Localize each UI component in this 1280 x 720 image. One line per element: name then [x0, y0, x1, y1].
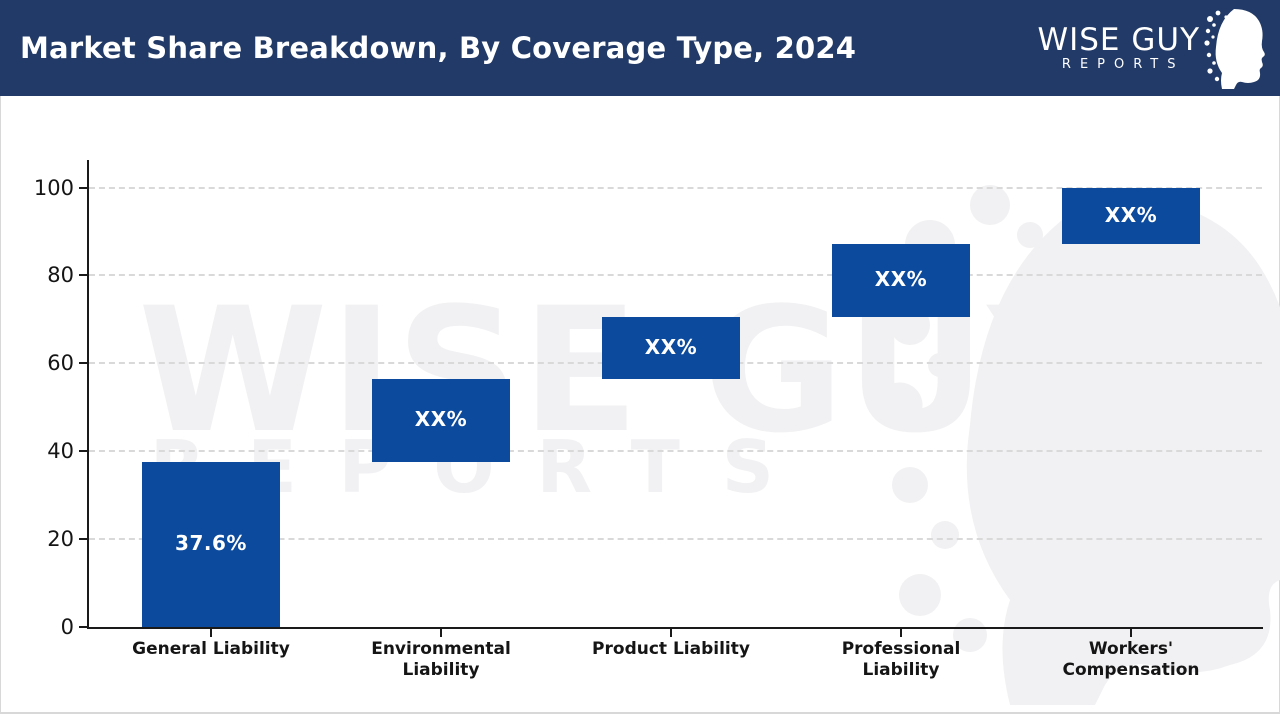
gridline-40 — [89, 450, 1262, 453]
y-tick-label-80: 80 — [47, 263, 74, 288]
bar-segment — [602, 317, 740, 380]
wise-guy-logo: WISE GUY REPORTS — [1037, 7, 1266, 89]
y-tick-20 — [79, 538, 88, 541]
category-label: General Liability — [132, 639, 290, 659]
bar-value-label: XX% — [414, 407, 468, 432]
category-label: Product Liability — [592, 639, 750, 659]
y-tick-40 — [79, 450, 88, 453]
y-tick-60 — [79, 362, 88, 365]
logo-wordmark: WISE GUY — [1037, 22, 1200, 58]
x-tick — [210, 629, 212, 637]
gridline-100 — [89, 186, 1262, 189]
y-tick-80 — [79, 274, 88, 277]
y-tick-label-100: 100 — [33, 175, 74, 200]
gridline-20 — [89, 538, 1262, 541]
y-tick-label-40: 40 — [47, 439, 74, 464]
x-tick — [670, 629, 672, 637]
y-tick-100 — [79, 186, 88, 189]
bar-value-label: XX% — [644, 335, 698, 360]
category-label: Environmental Liability — [371, 639, 511, 680]
bar-value-label: XX% — [874, 267, 928, 292]
bar-value-label: 37.6% — [175, 531, 247, 556]
bar-segment — [832, 243, 970, 318]
y-tick-0 — [79, 626, 88, 628]
bar-segment — [372, 379, 510, 462]
y-tick-label-20: 20 — [47, 527, 74, 552]
x-tick — [1130, 629, 1132, 637]
y-tick-label-0: 0 — [60, 615, 74, 639]
bar-value-label: XX% — [1104, 202, 1158, 227]
wise-guy-face-icon — [1204, 9, 1265, 89]
x-tick — [900, 629, 902, 637]
category-label: Workers' Compensation — [1062, 639, 1200, 680]
x-tick — [440, 629, 442, 637]
x-axis-line — [87, 627, 1263, 629]
y-tick-label-60: 60 — [47, 351, 74, 376]
logo-text: WISE GUY REPORTS — [1037, 23, 1200, 73]
page-title: Market Share Breakdown, By Coverage Type… — [20, 31, 857, 65]
category-label: Professional Liability — [841, 639, 961, 680]
y-axis-line — [87, 160, 89, 629]
bar-segment — [142, 461, 280, 627]
header-bar: Market Share Breakdown, By Coverage Type… — [0, 0, 1280, 96]
gridline-80 — [89, 274, 1262, 277]
logo-subtitle: REPORTS — [1061, 57, 1185, 72]
bar-segment — [1062, 187, 1200, 244]
